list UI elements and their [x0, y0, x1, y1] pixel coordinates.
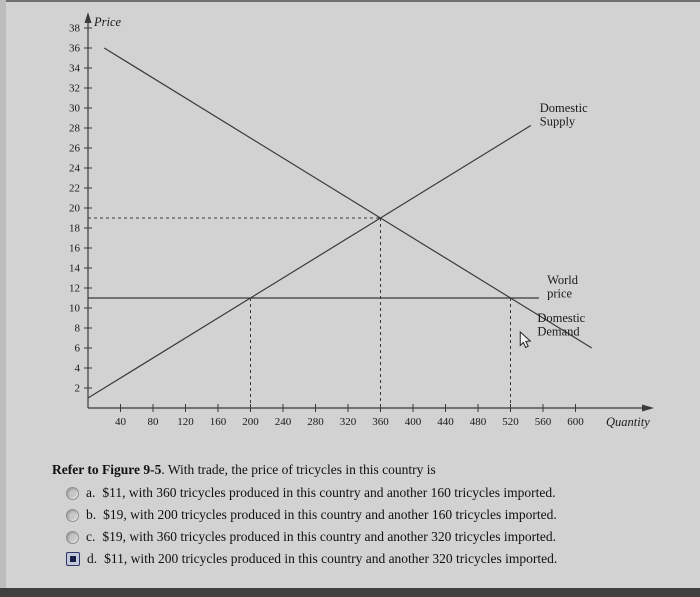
y-tick-label: 34: [69, 63, 81, 75]
y-tick-label: 8: [75, 323, 81, 335]
series-domestic-demand: [103, 47, 593, 349]
option-letter: d.: [87, 551, 98, 566]
y-tick-label: 18: [69, 223, 81, 235]
top-edge-bar: [0, 0, 700, 2]
x-tick-label: 600: [567, 416, 584, 428]
x-tick-label: 520: [502, 416, 519, 428]
y-tick-label: 22: [69, 183, 80, 195]
radio-option-a[interactable]: [66, 486, 79, 500]
x-tick-label: 80: [148, 416, 160, 428]
x-tick-label: 400: [405, 416, 422, 428]
x-tick-label: 240: [275, 416, 292, 428]
y-tick-label: 24: [69, 163, 81, 175]
x-tick-label: 40: [115, 416, 127, 428]
figure-reference: Refer to Figure 9-5: [52, 462, 162, 477]
world-price-label: World price: [547, 273, 579, 301]
y-tick-label: 4: [75, 363, 81, 375]
left-edge-bar: [0, 0, 6, 597]
answer-option-b[interactable]: b. $19, with 200 tricycles produced in th…: [66, 507, 664, 523]
radio-option-d-selected[interactable]: [66, 552, 80, 566]
option-text: $19, with 360 tricycles produced in this…: [102, 529, 557, 544]
y-tick-label: 26: [69, 143, 81, 155]
radio-option-b[interactable]: [66, 508, 79, 522]
answer-option-a[interactable]: a. $11, with 360 tricycles produced in th…: [66, 485, 664, 501]
x-tick-label: 160: [210, 416, 227, 428]
y-tick-label: 14: [69, 263, 81, 275]
question-prompt: Refer to Figure 9-5. With trade, the pri…: [52, 462, 664, 478]
y-tick-label: 16: [69, 243, 81, 255]
y-tick-label: 38: [69, 23, 81, 35]
option-text: $19, with 200 tricycles produced in this…: [103, 507, 557, 522]
domestic-demand-label: Domestic Demand: [537, 311, 585, 339]
option-letter: b.: [86, 507, 97, 522]
y-tick-label: 6: [75, 343, 81, 355]
domestic-supply-label: Domestic Supply: [540, 101, 588, 129]
option-letter: c.: [86, 529, 96, 544]
series-domestic-supply: [87, 124, 532, 399]
radio-selected-mark: [70, 556, 76, 562]
x-tick-label: 560: [535, 416, 552, 428]
y-tick-label: 12: [69, 283, 80, 295]
x-tick-label: 360: [372, 416, 389, 428]
x-axis-arrow: [642, 404, 654, 412]
y-tick-label: 30: [69, 103, 81, 115]
answer-option-c[interactable]: c. $19, with 360 tricycles produced in th…: [66, 529, 664, 545]
x-axis-title: Quantity: [606, 415, 650, 429]
radio-option-c[interactable]: [66, 530, 79, 544]
y-tick-label: 36: [69, 43, 81, 55]
x-tick-label: 280: [307, 416, 324, 428]
y-tick-label: 20: [69, 203, 81, 215]
answer-option-d[interactable]: d. $11, with 200 tricycles produced in th…: [66, 551, 664, 567]
options-list: a. $11, with 360 tricycles produced in th…: [52, 485, 664, 567]
y-tick-label: 32: [69, 83, 80, 95]
question-block: Refer to Figure 9-5. With trade, the pri…: [52, 462, 664, 573]
x-tick-label: 200: [242, 416, 259, 428]
y-tick-label: 10: [69, 303, 81, 315]
option-letter: a.: [86, 485, 96, 500]
y-tick-label: 2: [75, 383, 81, 395]
y-axis-title: Price: [93, 15, 122, 29]
figure-svg: PriceQuantity246810121416182022242628303…: [69, 12, 654, 429]
x-tick-label: 440: [437, 416, 454, 428]
y-tick-label: 28: [69, 123, 81, 135]
x-tick-label: 120: [177, 416, 194, 428]
figure-9-5: Price Quantity 2 4 6 8 10 12 14 16 18 20 22 24 26 28 30 3…: [30, 8, 690, 453]
y-axis-arrow: [84, 12, 92, 23]
option-text: $11, with 360 tricycles produced in this…: [102, 485, 556, 500]
option-text: $11, with 200 tricycles produced in this…: [104, 551, 558, 566]
bottom-edge-bar: [0, 588, 700, 597]
x-tick-label: 320: [340, 416, 357, 428]
prompt-text: . With trade, the price of tricycles in …: [161, 462, 436, 477]
x-tick-label: 480: [470, 416, 487, 428]
mouse-cursor-icon: [519, 330, 532, 349]
